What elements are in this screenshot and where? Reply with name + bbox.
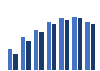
Bar bbox=[78, 18, 82, 71]
Bar bbox=[34, 30, 38, 71]
Bar bbox=[13, 54, 18, 71]
Bar bbox=[8, 49, 12, 71]
Bar bbox=[59, 18, 64, 71]
Bar bbox=[21, 37, 25, 71]
Bar bbox=[26, 41, 31, 71]
Bar bbox=[46, 22, 51, 71]
Bar bbox=[39, 32, 44, 71]
Bar bbox=[85, 22, 90, 71]
Bar bbox=[65, 20, 69, 71]
Bar bbox=[72, 17, 77, 71]
Bar bbox=[52, 24, 56, 71]
Bar bbox=[91, 24, 95, 71]
